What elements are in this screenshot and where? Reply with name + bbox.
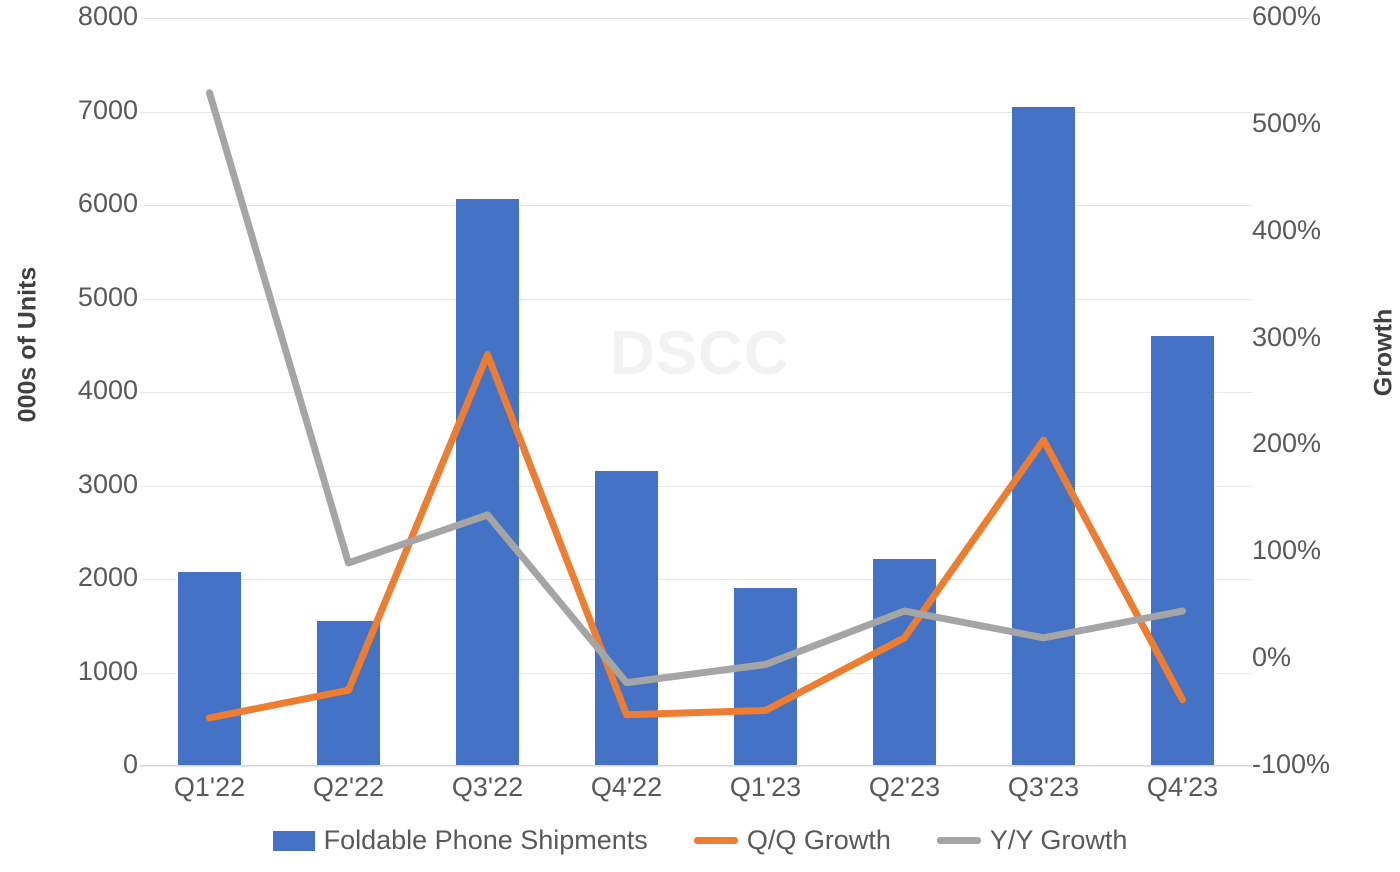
legend-item[interactable]: Y/Y Growth [936, 825, 1128, 856]
y-right-tick-label: 200% [1252, 428, 1322, 459]
gridline [140, 579, 1252, 580]
y-axis-left-title: 000s of Units [13, 266, 42, 423]
gridline [140, 205, 1252, 206]
line-path [206, 89, 1186, 687]
gridline [140, 18, 1252, 19]
y-right-tick-label: 400% [1252, 214, 1322, 245]
x-axis-tick-labels: Q1'22 Q2'22 Q3'22 Q4'22 Q1'23 Q2'23 Q3'23 Q4'23 [140, 772, 1252, 812]
bar [734, 587, 797, 766]
bar [456, 199, 519, 766]
legend-swatch-bar-icon [272, 830, 315, 851]
legend-label: Y/Y Growth [989, 825, 1128, 855]
y-right-tick-label: 0% [1252, 642, 1292, 673]
y-left-tick-label: 2000 [77, 562, 138, 592]
legend-label: Foldable Phone Shipments [323, 825, 648, 855]
y-right-tick-label: 300% [1252, 321, 1322, 352]
y-right-tick-label: 500% [1252, 107, 1322, 138]
y-left-tick-label: 5000 [77, 281, 138, 312]
x-axis-tick-label: Q3'23 [1007, 772, 1080, 802]
x-axis-tick-label: Q4'23 [1146, 772, 1219, 802]
y-left-tick-label: 4000 [77, 375, 138, 405]
x-axis-tick-label: Q2'22 [312, 772, 385, 802]
gridline [140, 392, 1252, 393]
y-axis-right-title: Growth [1369, 308, 1398, 397]
y-left-tick-label: 1000 [77, 655, 138, 686]
x-axis-tick-label: Q1'22 [173, 772, 246, 802]
bar [178, 571, 241, 766]
legend-item[interactable]: Foldable Phone Shipments [272, 825, 648, 856]
x-axis-tick-label: Q4'22 [590, 772, 663, 802]
legend-swatch-line-icon [936, 837, 981, 844]
y-right-tick-label: 100% [1252, 535, 1322, 566]
plot-area: DSCC [140, 18, 1252, 767]
line-series [206, 89, 1186, 722]
legend-swatch-line-icon [693, 837, 738, 844]
y-right-tick-label: 600% [1252, 1, 1322, 31]
legend-label: Q/Q Growth [746, 825, 891, 855]
watermark-dscc: DSCC [610, 319, 790, 388]
bar [1012, 106, 1075, 766]
y-left-tick-label: 7000 [77, 94, 138, 125]
x-axis-tick-label: Q2'23 [868, 772, 941, 802]
bar [873, 558, 936, 766]
chart-legend: Foldable Phone Shipments Q/Q Growth Y/Y Gr… [0, 825, 1400, 856]
x-axis-tick-label: Q3'22 [451, 772, 524, 802]
y-left-tick-label: 8000 [77, 1, 138, 31]
x-axis-tick-label: Q1'23 [729, 772, 802, 802]
y-left-tick-label: 6000 [77, 188, 138, 218]
gridline [140, 766, 1252, 767]
y-left-tick-label: 0 [122, 749, 138, 779]
legend-item[interactable]: Q/Q Growth [693, 825, 891, 856]
line-path [206, 351, 1186, 722]
gridline [140, 111, 1252, 113]
x-axis-line [140, 765, 1252, 766]
gridline [140, 485, 1252, 487]
gridline [140, 298, 1252, 300]
y-left-tick-label: 3000 [77, 468, 138, 499]
y-right-tick-label: -100% [1252, 749, 1331, 779]
